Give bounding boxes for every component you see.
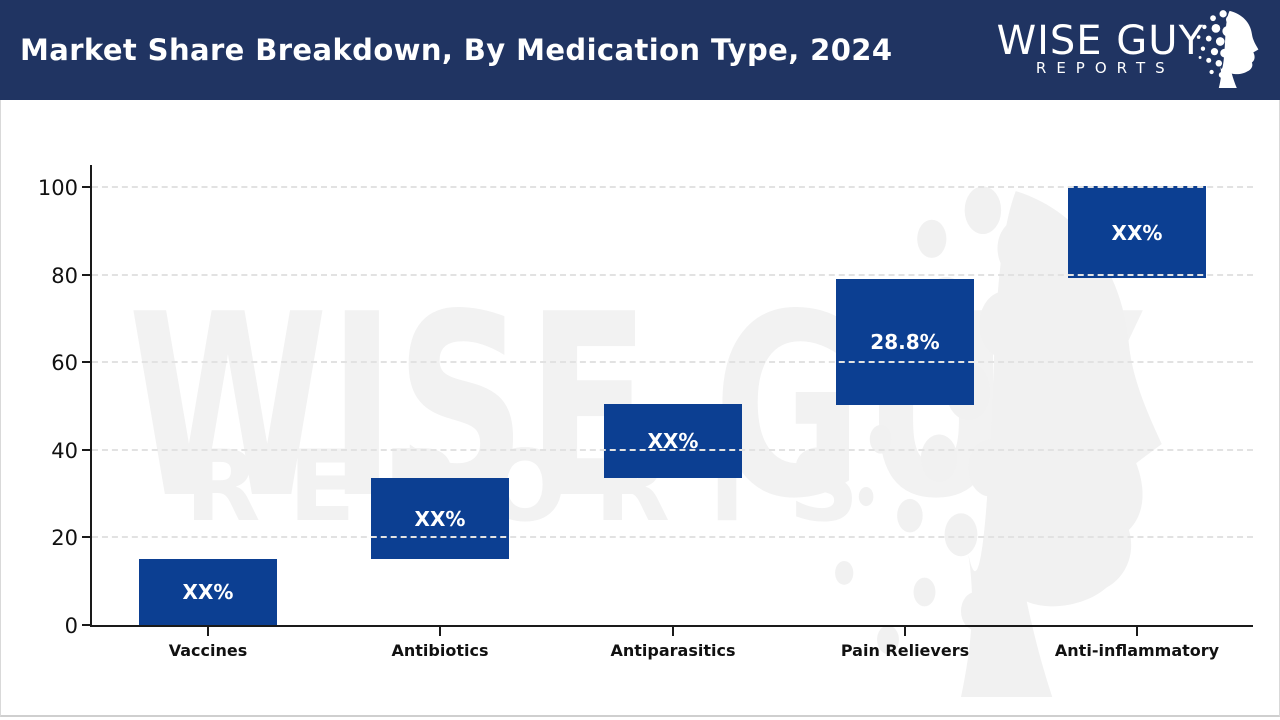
brand-wordmark-block: WISE GUY REPORTS <box>997 19 1204 77</box>
y-gridline <box>92 185 1253 188</box>
brand-subtext: REPORTS <box>1035 59 1175 77</box>
y-tick-label: 60 <box>51 351 78 376</box>
x-tick-label: Antiparasitics <box>610 641 736 660</box>
y-tick-label: 100 <box>37 175 78 200</box>
x-tick-mark <box>672 627 674 636</box>
x-tick-mark <box>207 627 209 636</box>
y-gridline <box>92 536 1253 539</box>
bar <box>371 478 509 559</box>
y-tick-label: 20 <box>51 526 78 551</box>
x-tick-label: Pain Relievers <box>840 641 970 660</box>
y-tick-mark <box>82 185 91 188</box>
x-tick-label: Anti-inflammatory <box>1054 641 1220 660</box>
chart-title: Market Share Breakdown, By Medication Ty… <box>20 33 893 67</box>
bar-value-label: XX% <box>182 580 234 604</box>
bar <box>604 404 742 478</box>
y-tick-mark <box>82 273 91 276</box>
brand-head-icon <box>1196 10 1259 88</box>
plot-area: 0 20 40 60 80 100 XX% Vaccines XX% Antibiotics XX%… <box>38 165 1253 660</box>
x-tick-mark <box>1136 627 1138 636</box>
brand-wordmark: WISE GUY <box>996 18 1204 64</box>
x-tick-label: Antibiotics <box>391 641 489 660</box>
x-tick-mark <box>439 627 441 636</box>
y-gridline <box>92 361 1253 364</box>
bar <box>1068 186 1206 278</box>
y-tick-mark <box>82 536 91 539</box>
x-tick-label: Vaccines <box>168 641 248 660</box>
y-tick-mark <box>82 624 91 626</box>
y-tick-label: 0 <box>64 614 78 638</box>
header: Market Share Breakdown, By Medication Ty… <box>0 0 1280 100</box>
y-tick-mark <box>82 361 91 364</box>
y-tick-label: 80 <box>51 263 78 288</box>
y-tick-mark <box>82 448 91 451</box>
bar-value-label: XX% <box>647 429 699 453</box>
brand-logo: WISE GUY REPORTS <box>997 8 1262 88</box>
y-gridline <box>92 273 1253 276</box>
bar-value-label: XX% <box>1111 221 1163 245</box>
bar-value-label: XX% <box>414 507 466 531</box>
bar <box>836 279 974 405</box>
watermark-head-icon <box>835 186 1162 697</box>
watermark-subtext: REPORTS <box>185 430 888 544</box>
y-gridline <box>92 448 1253 451</box>
y-tick-label: 40 <box>51 438 78 463</box>
bar <box>139 559 277 625</box>
x-tick-mark <box>904 627 906 636</box>
bar-value-label: 28.8% <box>870 330 940 354</box>
